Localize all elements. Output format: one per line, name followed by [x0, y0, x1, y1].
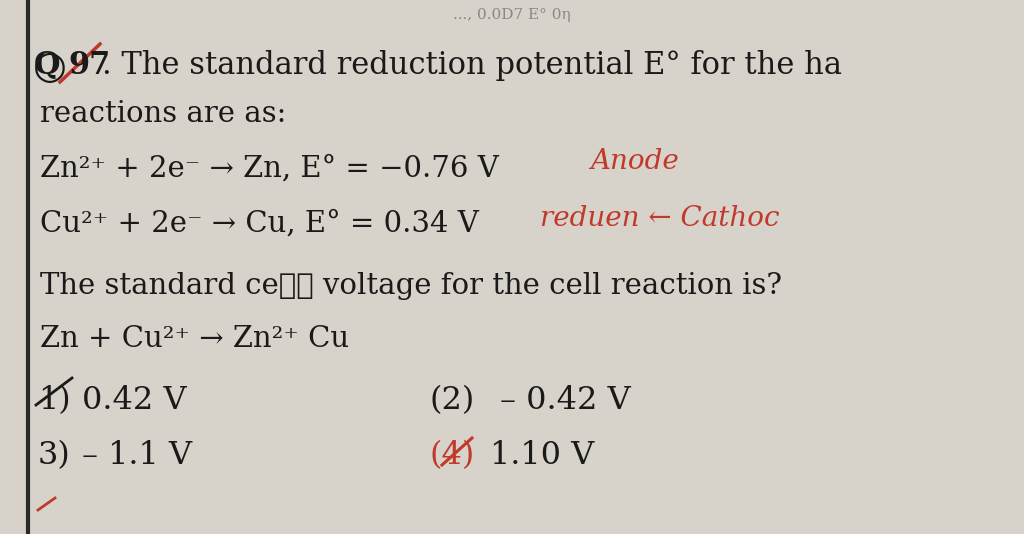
- Text: Cu²⁺ + 2e⁻ → Cu, E° = 0.34 V: Cu²⁺ + 2e⁻ → Cu, E° = 0.34 V: [40, 210, 479, 238]
- Text: Zn + Cu²⁺ → Zn²⁺ Cu: Zn + Cu²⁺ → Zn²⁺ Cu: [40, 325, 349, 353]
- Text: 1.10 V: 1.10 V: [490, 440, 594, 471]
- Text: Q: Q: [34, 50, 60, 81]
- Text: ○: ○: [33, 48, 67, 86]
- Text: The standard ceℓℓ voltage for the cell reaction is?: The standard ceℓℓ voltage for the cell r…: [40, 272, 782, 300]
- Text: ..., 0.0D7 E° 0η: ..., 0.0D7 E° 0η: [454, 8, 570, 22]
- Text: – 1.1 V: – 1.1 V: [82, 440, 193, 471]
- Text: Zn²⁺ + 2e⁻ → Zn, E° = −0.76 V: Zn²⁺ + 2e⁻ → Zn, E° = −0.76 V: [40, 155, 499, 183]
- Text: reduen ← Cathoc: reduen ← Cathoc: [540, 205, 779, 232]
- Text: Anode: Anode: [590, 148, 679, 175]
- Text: (4): (4): [430, 440, 475, 471]
- Text: (2): (2): [430, 385, 475, 416]
- Text: 97: 97: [68, 50, 111, 81]
- Text: 0.42 V: 0.42 V: [82, 385, 186, 416]
- Text: – 0.42 V: – 0.42 V: [500, 385, 631, 416]
- Text: 1): 1): [38, 385, 71, 416]
- Text: 3): 3): [38, 440, 71, 471]
- Text: reactions are as:: reactions are as:: [40, 100, 287, 128]
- Text: . The standard reduction potential E° for the ha: . The standard reduction potential E° fo…: [102, 50, 842, 81]
